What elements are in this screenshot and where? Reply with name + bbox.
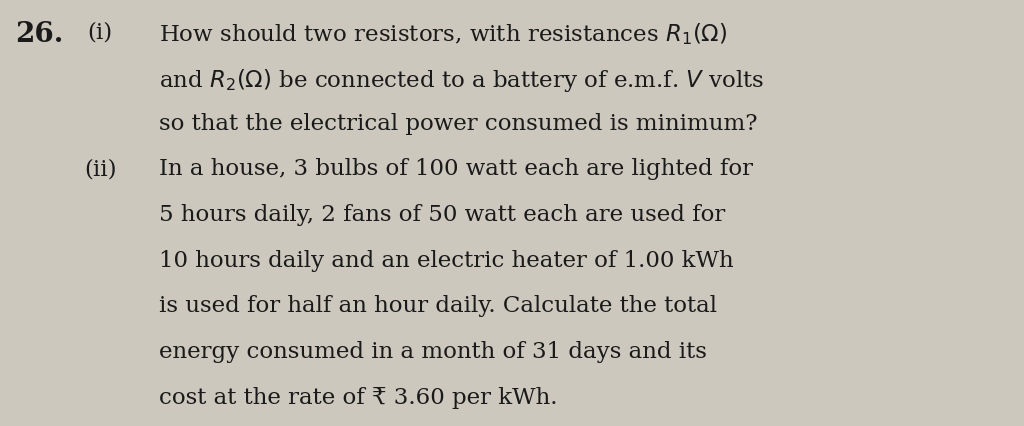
Text: is used for half an hour daily. Calculate the total: is used for half an hour daily. Calculat… [159,295,717,317]
Text: and $R_2(\Omega)$ be connected to a battery of e.m.f. $V$ volts: and $R_2(\Omega)$ be connected to a batt… [159,67,764,94]
Text: so that the electrical power consumed is minimum?: so that the electrical power consumed is… [159,112,757,135]
Text: How should two resistors, with resistances $R_1(\Omega)$: How should two resistors, with resistanc… [159,21,727,47]
Text: cost at the rate of ₹ 3.60 per kWh.: cost at the rate of ₹ 3.60 per kWh. [159,386,557,408]
Text: energy consumed in a month of 31 days and its: energy consumed in a month of 31 days an… [159,340,707,363]
Text: (ii): (ii) [84,158,117,180]
Text: In a house, 3 bulbs of 100 watt each are lighted for: In a house, 3 bulbs of 100 watt each are… [159,158,753,180]
Text: 5 hours daily, 2 fans of 50 watt each are used for: 5 hours daily, 2 fans of 50 watt each ar… [159,204,725,226]
Text: 26.: 26. [15,21,63,48]
Text: (i): (i) [87,21,113,43]
Text: 10 hours daily and an electric heater of 1.00 kWh: 10 hours daily and an electric heater of… [159,249,733,271]
